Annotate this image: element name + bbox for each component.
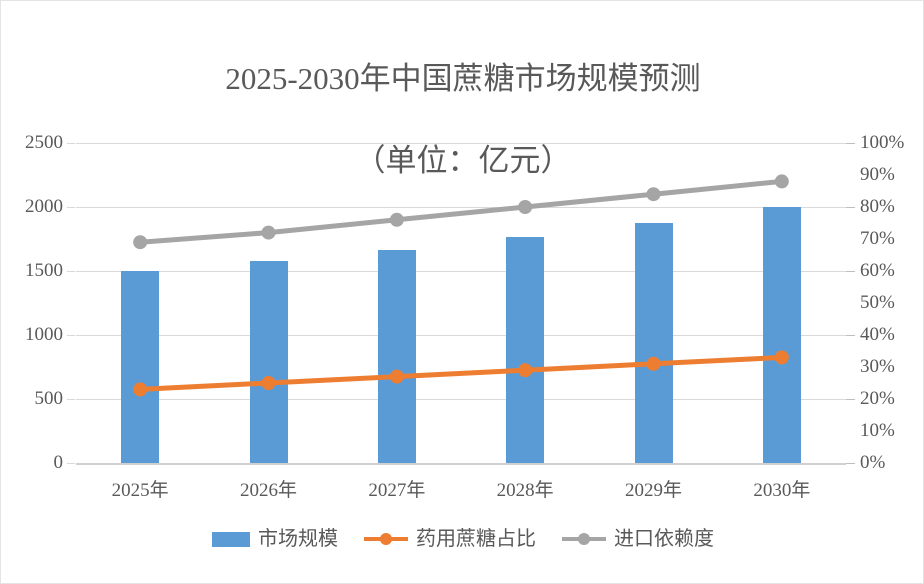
y-axis-left-tick-label: 1000 bbox=[25, 324, 63, 345]
x-axis-tick-label: 2029年 bbox=[624, 480, 682, 501]
marker-进口依赖度-2030年[interactable] bbox=[774, 174, 789, 189]
y-axis-left-tick-mark bbox=[67, 399, 75, 400]
line-药用蔗糖占比 bbox=[137, 354, 785, 392]
marker-药用蔗糖占比-2027年[interactable] bbox=[389, 369, 404, 384]
y-axis-right-tick-label: 0% bbox=[860, 452, 886, 473]
y-axis-right-tick-label: 100% bbox=[860, 132, 905, 153]
y-axis-right-tick-label: 60% bbox=[860, 260, 895, 281]
x-axis-tick-label: 2025年 bbox=[111, 480, 169, 501]
y-axis-left-tick-mark bbox=[67, 143, 75, 144]
y-axis-right-tick-mark bbox=[846, 335, 855, 336]
bar-2027年[interactable] bbox=[377, 249, 416, 463]
x-axis-labels: 2025年 2026年 2027年 2028年 2029年 2030年 bbox=[76, 479, 846, 509]
marker-药用蔗糖占比-2029年[interactable] bbox=[646, 356, 661, 371]
x-axis-tick-label: 2026年 bbox=[239, 480, 297, 501]
y-axis-left-tick-label: 2500 bbox=[25, 132, 63, 153]
y-axis-left-tick-label: 500 bbox=[34, 388, 64, 409]
y-axis-left-tick-mark bbox=[67, 335, 75, 336]
y-axis-left-tick-mark bbox=[67, 463, 75, 464]
legend-line-swatch-orange-icon bbox=[364, 532, 408, 546]
bars-layer bbox=[76, 143, 846, 463]
chart-title: 2025-2030年中国蔗糖市场规模预测 （单位：亿元） bbox=[1, 17, 924, 222]
y-axis-right-tick-label: 40% bbox=[860, 324, 895, 345]
y-axis-right-tick-mark bbox=[846, 143, 855, 144]
legend-label-medical-sucrose-share: 药用蔗糖占比 bbox=[416, 528, 536, 550]
y-axis-left-tick-label: 1500 bbox=[25, 260, 63, 281]
y-axis-right-tick-label: 20% bbox=[860, 388, 895, 409]
legend-label-import-dependency: 进口依赖度 bbox=[614, 528, 714, 550]
y-axis-right-tick-mark bbox=[846, 399, 855, 400]
y-axis-left-tick-mark bbox=[67, 207, 75, 208]
marker-药用蔗糖占比-2026年[interactable] bbox=[261, 376, 276, 390]
bar-2030年[interactable] bbox=[762, 207, 801, 463]
chart-legend: 市场规模 药用蔗糖占比 进口依赖度 bbox=[1, 529, 924, 549]
y-axis-right-tick-label: 50% bbox=[860, 292, 895, 313]
y-axis-right-tick-label: 80% bbox=[860, 196, 895, 217]
plot-area bbox=[76, 143, 846, 465]
y-axis-right-tick-mark bbox=[846, 271, 855, 272]
y-axis-left-tick-mark bbox=[67, 271, 75, 272]
marker-进口依赖度-2028年[interactable] bbox=[518, 200, 533, 214]
legend-item-import-dependency[interactable]: 进口依赖度 bbox=[562, 529, 714, 549]
marker-进口依赖度-2025年[interactable] bbox=[133, 235, 148, 250]
bar-2025年[interactable] bbox=[121, 271, 160, 463]
y-axis-right-tick-label: 70% bbox=[860, 228, 895, 249]
y-axis-left-tick-label: 2000 bbox=[25, 196, 63, 217]
y-axis-right: 0% 10% 20% 30% 40% 50% 60% 70% 80% 90% 100% bbox=[846, 133, 924, 472]
gridline bbox=[76, 271, 846, 272]
y-axis-left-tick-label: 0 bbox=[53, 452, 64, 473]
y-axis-right-tick-label: 90% bbox=[860, 164, 895, 185]
gridline bbox=[76, 335, 846, 336]
y-axis-right-tick-mark bbox=[846, 207, 855, 208]
chart-title-line-2: （单位：亿元） bbox=[354, 143, 572, 178]
marker-进口依赖度-2026年[interactable] bbox=[261, 225, 276, 240]
marker-进口依赖度-2027年[interactable] bbox=[389, 212, 404, 227]
marker-药用蔗糖占比-2028年[interactable] bbox=[518, 363, 533, 378]
line-进口依赖度 bbox=[137, 178, 785, 245]
legend-label-market-size: 市场规模 bbox=[258, 528, 338, 550]
y-axis-right-tick-label: 10% bbox=[860, 420, 895, 441]
marker-药用蔗糖占比-2025年[interactable] bbox=[133, 382, 148, 397]
x-axis-tick-label: 2028年 bbox=[496, 480, 554, 501]
x-axis-tick-label: 2027年 bbox=[368, 480, 426, 501]
y-axis-right-tick-label: 30% bbox=[860, 356, 895, 377]
bar-2029年[interactable] bbox=[634, 223, 673, 463]
bar-2028年[interactable] bbox=[506, 237, 545, 463]
bar-2026年[interactable] bbox=[249, 261, 288, 463]
line-series-layer bbox=[133, 174, 789, 397]
marker-进口依赖度-2029年[interactable] bbox=[646, 187, 661, 202]
x-axis-tick-label: 2030年 bbox=[753, 480, 811, 501]
gridline bbox=[76, 463, 846, 465]
legend-item-medical-sucrose-share[interactable]: 药用蔗糖占比 bbox=[364, 529, 536, 549]
y-axis-left: 0 500 1000 1500 2000 2500 bbox=[1, 133, 75, 472]
gridline bbox=[76, 399, 846, 400]
marker-药用蔗糖占比-2030年[interactable] bbox=[774, 350, 789, 365]
gridline bbox=[76, 143, 846, 144]
chart-title-line-1: 2025-2030年中国蔗糖市场规模预测 bbox=[225, 61, 701, 96]
legend-item-market-size[interactable]: 市场规模 bbox=[212, 529, 338, 549]
legend-line-swatch-gray-icon bbox=[562, 532, 606, 546]
y-axis-right-tick-mark bbox=[846, 463, 855, 464]
gridline bbox=[76, 207, 846, 208]
legend-bar-swatch-icon bbox=[212, 531, 250, 547]
